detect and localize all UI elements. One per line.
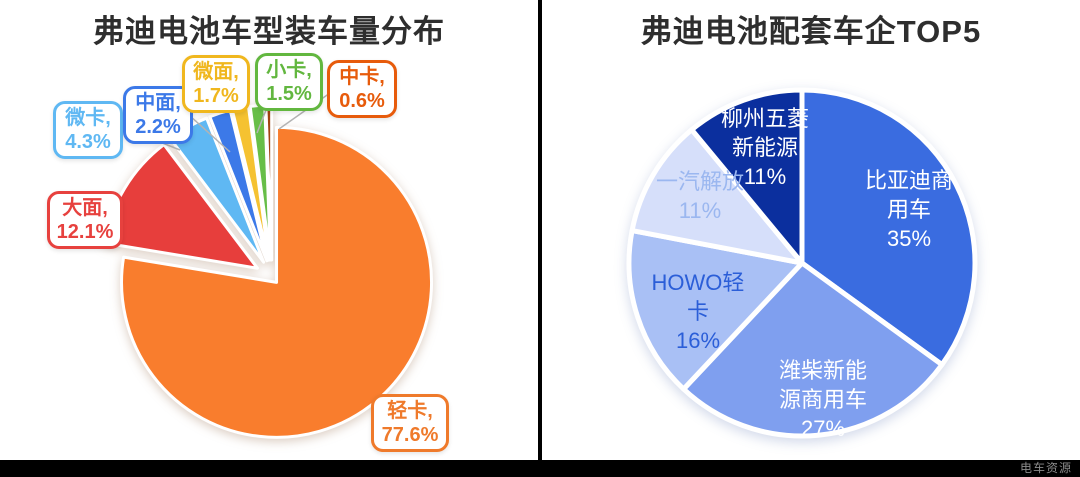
right-pie-slice-3 — [629, 127, 805, 266]
vertical-divider — [538, 0, 542, 461]
label-faw-jiefang: 一汽解放 11% — [655, 169, 744, 223]
right-chart-panel: 弗迪电池配套车企TOP5 比亚迪商 用车 35% 潍柴新能 源商用车 27% H… — [542, 0, 1080, 461]
callout-weimian: 微面, 1.7% — [182, 55, 250, 113]
label-byd-commercial: 比亚迪商 用车 35% — [864, 168, 953, 251]
callout-zhongmian: 中面, 2.2% — [123, 86, 193, 144]
left-pie-chart — [103, 92, 433, 439]
label-weichai: 潍柴新能 源商用车 27% — [778, 358, 867, 441]
callout-qingka: 轻卡, 77.6% — [371, 394, 449, 452]
right-pie-slice-2 — [626, 228, 805, 392]
label-wuling: 柳州五菱 新能源 11% — [720, 106, 809, 189]
left-chart-panel: 弗迪电池车型装车量分布 轻卡, 77.6% 大面, 12.1% 微卡, 4.3%… — [0, 0, 538, 461]
callout-xiaoka: 小卡, 1.5% — [255, 53, 323, 111]
callout-zhongka: 中卡, 0.6% — [327, 60, 397, 118]
right-pie-chart — [626, 87, 978, 439]
label-howo: HOWO轻 卡 16% — [651, 270, 745, 353]
watermark-text: 电车资源 — [1019, 461, 1072, 475]
callout-weika: 微卡, 4.3% — [53, 101, 123, 159]
right-pie-slice-4 — [689, 87, 805, 266]
footer-bar: 电车资源 — [0, 460, 1080, 477]
right-pie-slice-1 — [681, 260, 945, 439]
callout-damian: 大面, 12.1% — [47, 191, 123, 249]
right-chart-title: 弗迪电池配套车企TOP5 — [640, 14, 982, 49]
right-pie-slice-0 — [799, 87, 978, 368]
left-chart-title: 弗迪电池车型装车量分布 — [93, 14, 445, 49]
